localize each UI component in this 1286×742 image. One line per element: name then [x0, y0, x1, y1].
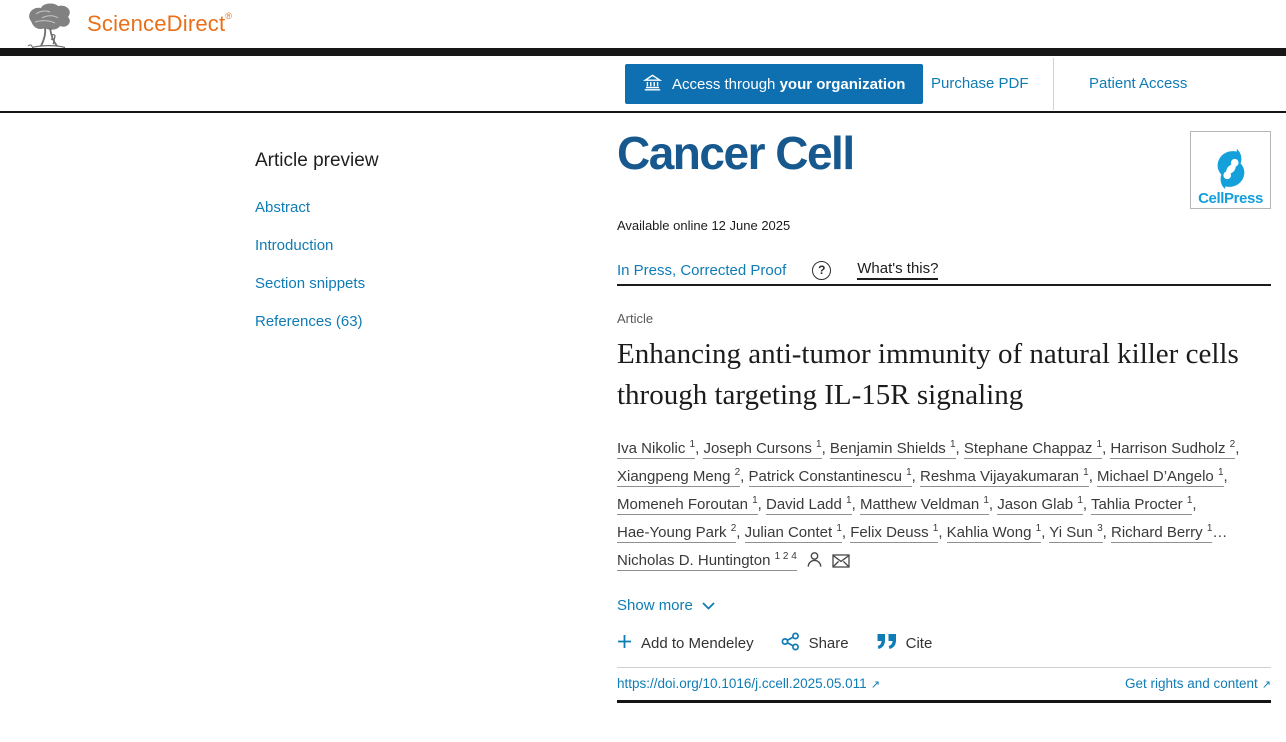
sciencedirect-wordmark[interactable]: ScienceDirect® [87, 11, 232, 37]
author-link[interactable]: Harrison Sudholz 2 [1110, 439, 1236, 459]
author-link[interactable]: Momeneh Foroutan 1 [617, 495, 758, 515]
show-more-button[interactable]: Show more [617, 597, 715, 614]
share-button[interactable]: Share [781, 632, 849, 655]
brand-text: ScienceDirect [87, 11, 226, 36]
article-title: Enhancing anti-tumor immunity of natural… [617, 338, 1239, 411]
add-to-mendeley-button[interactable]: Add to Mendeley [617, 634, 754, 653]
article-preview-nav: Abstract Introduction Section snippets Refe… [255, 199, 525, 330]
patient-access-link[interactable]: Patient Access [1089, 75, 1188, 92]
author-link[interactable]: Nicholas D. Huntington 1 2 4 [617, 551, 797, 571]
purchase-pdf-link[interactable]: Purchase PDF [931, 75, 1029, 92]
article-type-label: Article [617, 311, 654, 326]
author-link[interactable]: Patrick Constantinescu 1 [748, 467, 912, 487]
article-preview-sidebar: Article preview Abstract Introduction Sect… [255, 113, 525, 351]
journal-title-link[interactable]: Cancer Cell [617, 127, 855, 179]
cite-quote-icon [876, 633, 897, 654]
external-link-icon: ↗ [870, 678, 880, 691]
sidebar-item-introduction[interactable]: Introduction [255, 237, 334, 254]
plus-icon [617, 634, 632, 653]
person-icon[interactable] [806, 552, 823, 569]
author-link[interactable]: Matthew Veldman 1 [859, 495, 989, 515]
cellpress-logo[interactable]: CellPress [1190, 131, 1271, 209]
author-link[interactable]: Julian Contet 1 [744, 523, 842, 543]
in-press-status-link[interactable]: In Press, Corrected Proof [617, 261, 787, 279]
section-divider-top [617, 284, 1271, 286]
doi-divider [617, 667, 1271, 668]
article-actions-row: Add to Mendeley Share Ci [617, 632, 1271, 655]
registered-mark: ® [225, 11, 233, 21]
author-list: Iva Nikolic 1, Joseph Cursons 1, Benjami… [617, 439, 1240, 571]
doi-link[interactable]: https://doi.org/10.1016/j.ccell.2025.05.… [617, 676, 880, 691]
show-more-label: Show more [617, 597, 693, 614]
elsevier-tree-logo-icon[interactable] [22, 2, 74, 49]
top-brand-bar: ScienceDirect® [0, 0, 1286, 49]
cite-button[interactable]: Cite [876, 633, 933, 654]
mendeley-label: Add to Mendeley [641, 635, 754, 652]
article-main: Cancer Cell CellPress Available online 1… [617, 113, 1271, 703]
whats-this-link[interactable]: What's this? [857, 260, 939, 280]
article-preview-heading: Article preview [255, 150, 379, 171]
cellpress-wordmark: CellPress [1198, 190, 1263, 207]
author-link[interactable]: Xiangpeng Meng 2 [617, 467, 741, 487]
help-circle-icon[interactable]: ? [812, 260, 832, 280]
journal-banner-row: Cancer Cell CellPress [617, 130, 1271, 214]
top-black-divider [0, 48, 1286, 56]
sidebar-item-references-63[interactable]: References (63) [255, 313, 363, 330]
author-link[interactable]: Iva Nikolic 1 [617, 439, 696, 459]
share-icon [781, 632, 800, 655]
institution-icon [642, 73, 663, 96]
toolbar-divider [1053, 58, 1054, 110]
doi-row: https://doi.org/10.1016/j.ccell.2025.05.… [617, 676, 1271, 691]
cellpress-swirl-icon [1217, 149, 1244, 189]
author-link[interactable]: Reshma Vijayakumaran 1 [919, 467, 1089, 487]
author-link[interactable]: Tahlia Procter 1 [1090, 495, 1193, 515]
author-link[interactable]: Kahlia Wong 1 [946, 523, 1042, 543]
cite-label: Cite [905, 635, 933, 652]
author-link[interactable]: Hae-Young Park 2 [617, 523, 737, 543]
author-link[interactable]: Felix Deuss 1 [850, 523, 939, 543]
sidebar-item-abstract[interactable]: Abstract [255, 199, 311, 216]
author-link[interactable]: Benjamin Shields 1 [829, 439, 956, 459]
email-icon[interactable] [832, 552, 850, 569]
page-content: Article preview Abstract Introduction Sect… [0, 113, 1286, 703]
chevron-down-icon [702, 597, 715, 614]
section-divider-bottom [617, 700, 1271, 703]
available-online-date: Available online 12 June 2025 [617, 218, 791, 233]
author-link[interactable]: Joseph Cursons 1 [703, 439, 822, 459]
author-link[interactable]: Michael D’Angelo 1 [1097, 467, 1224, 487]
access-toolbar: Access through your organization Purchas… [0, 56, 1286, 113]
author-link[interactable]: Jason Glab 1 [997, 495, 1083, 515]
rights-and-content-link[interactable]: Get rights and content ↗ [1124, 676, 1271, 691]
external-link-icon: ↗ [1261, 678, 1271, 691]
author-link[interactable]: David Ladd 1 [765, 495, 852, 515]
author-link[interactable]: Richard Berry 1 [1110, 523, 1213, 543]
access-through-organization-button[interactable]: Access through your organization [625, 64, 924, 104]
publication-status-row: In Press, Corrected Proof ? What's this? [617, 260, 1271, 280]
sidebar-item-section-snippets[interactable]: Section snippets [255, 275, 366, 292]
author-link[interactable]: Stephane Chappaz 1 [963, 439, 1103, 459]
access-button-label: Access through your organization [672, 75, 906, 93]
share-label: Share [808, 635, 849, 652]
author-link[interactable]: Yi Sun 3 [1049, 523, 1103, 543]
